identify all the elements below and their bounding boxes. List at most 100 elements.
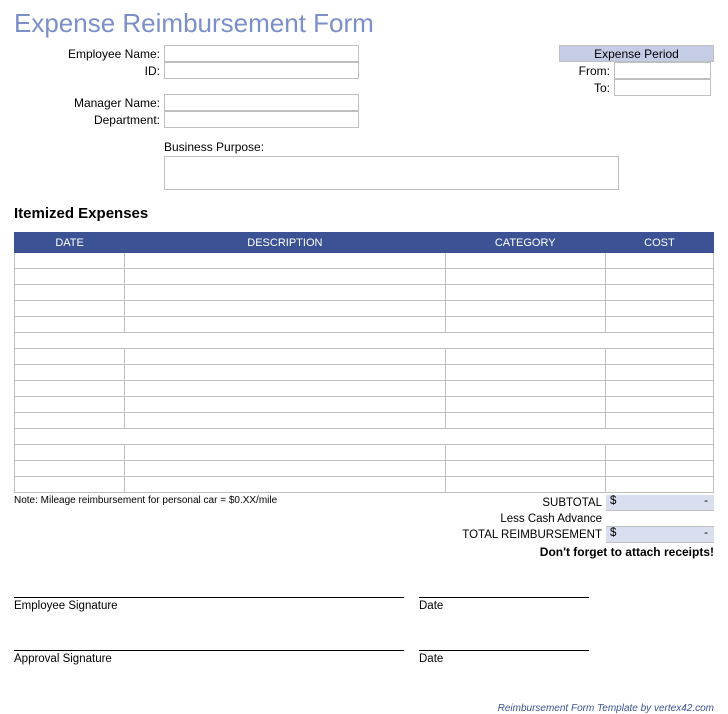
purpose-input[interactable] — [164, 156, 619, 190]
table-cell[interactable] — [605, 269, 713, 285]
table-cell[interactable] — [445, 365, 605, 381]
mileage-note: Note: Mileage reimbursement for personal… — [14, 495, 277, 506]
table-cell[interactable] — [605, 413, 713, 429]
period-from-input[interactable] — [614, 62, 711, 79]
table-cell[interactable] — [125, 317, 445, 333]
table-cell[interactable] — [125, 477, 445, 493]
manager-name-input[interactable] — [164, 94, 359, 111]
table-row[interactable] — [15, 365, 714, 381]
table-cell[interactable] — [15, 397, 125, 413]
col-description: DESCRIPTION — [125, 233, 445, 253]
table-cell[interactable] — [125, 413, 445, 429]
table-cell[interactable] — [605, 445, 713, 461]
table-cell[interactable] — [125, 445, 445, 461]
table-row[interactable] — [15, 413, 714, 429]
table-cell[interactable] — [15, 253, 125, 269]
footer-credit: Reimbursement Form Template by vertex42.… — [14, 703, 714, 714]
employee-date[interactable]: Date — [419, 597, 589, 612]
table-row[interactable] — [15, 349, 714, 365]
table-cell[interactable] — [15, 413, 125, 429]
table-cell[interactable] — [605, 461, 713, 477]
manager-name-label: Manager Name: — [14, 96, 164, 110]
business-purpose: Business Purpose: — [164, 140, 619, 190]
table-cell[interactable] — [445, 301, 605, 317]
approval-signature[interactable]: Approval Signature — [14, 650, 404, 665]
employee-signature[interactable]: Employee Signature — [14, 597, 404, 612]
table-cell[interactable] — [15, 301, 125, 317]
table-cell[interactable] — [15, 461, 125, 477]
table-cell[interactable] — [445, 445, 605, 461]
advance-value[interactable] — [606, 511, 714, 527]
table-cell[interactable] — [125, 461, 445, 477]
table-cell[interactable] — [445, 381, 605, 397]
table-cell[interactable] — [605, 365, 713, 381]
table-cell[interactable] — [605, 285, 713, 301]
employee-name-input[interactable] — [164, 45, 359, 62]
department-label: Department: — [14, 113, 164, 127]
header-section: Employee Name: ID: Manager Name: Departm… — [14, 45, 714, 205]
table-header-row: DATE DESCRIPTION CATEGORY COST — [15, 233, 714, 253]
total-label: TOTAL REIMBURSEMENT — [462, 529, 606, 541]
table-cell[interactable] — [15, 477, 125, 493]
table-cell[interactable] — [125, 381, 445, 397]
table-cell[interactable] — [445, 397, 605, 413]
period-to-input[interactable] — [614, 79, 711, 96]
table-cell[interactable] — [605, 301, 713, 317]
table-row[interactable] — [15, 285, 714, 301]
col-cost: COST — [605, 233, 713, 253]
table-cell[interactable] — [605, 397, 713, 413]
table-cell[interactable] — [445, 413, 605, 429]
col-date: DATE — [15, 233, 125, 253]
table-cell[interactable] — [15, 317, 125, 333]
table-row[interactable] — [15, 381, 714, 397]
itemized-title: Itemized Expenses — [14, 205, 714, 222]
table-row[interactable] — [15, 477, 714, 493]
table-row[interactable] — [15, 253, 714, 269]
table-cell[interactable] — [605, 349, 713, 365]
employee-id-label: ID: — [14, 64, 164, 78]
table-cell[interactable] — [125, 269, 445, 285]
table-cell[interactable] — [445, 317, 605, 333]
table-cell[interactable] — [445, 253, 605, 269]
table-cell[interactable] — [605, 477, 713, 493]
advance-label: Less Cash Advance — [500, 513, 606, 525]
employee-id-input[interactable] — [164, 62, 359, 79]
table-row[interactable] — [15, 269, 714, 285]
table-row[interactable] — [15, 301, 714, 317]
table-cell[interactable] — [125, 253, 445, 269]
table-row[interactable] — [15, 461, 714, 477]
table-cell[interactable] — [15, 285, 125, 301]
receipts-reminder: Don't forget to attach receipts! — [14, 545, 714, 559]
table-cell[interactable] — [605, 317, 713, 333]
total-value: $ - — [606, 527, 714, 543]
table-cell[interactable] — [15, 445, 125, 461]
form-title: Expense Reimbursement Form — [14, 8, 714, 39]
table-cell[interactable] — [125, 285, 445, 301]
approval-date[interactable]: Date — [419, 650, 589, 665]
table-cell[interactable] — [125, 397, 445, 413]
period-to-label: To: — [559, 81, 614, 95]
period-header: Expense Period — [559, 45, 714, 62]
table-cell[interactable] — [15, 381, 125, 397]
table-row[interactable] — [15, 445, 714, 461]
table-cell[interactable] — [445, 461, 605, 477]
table-row[interactable] — [15, 397, 714, 413]
period-fields: Expense Period From: To: — [559, 45, 714, 96]
table-cell[interactable] — [445, 269, 605, 285]
table-cell[interactable] — [15, 269, 125, 285]
table-cell[interactable] — [15, 349, 125, 365]
table-cell[interactable] — [605, 253, 713, 269]
table-cell[interactable] — [445, 349, 605, 365]
table-cell[interactable] — [15, 365, 125, 381]
table-cell[interactable] — [605, 381, 713, 397]
table-cell[interactable] — [445, 285, 605, 301]
table-row[interactable] — [15, 317, 714, 333]
table-cell[interactable] — [125, 301, 445, 317]
table-cell[interactable] — [125, 349, 445, 365]
col-category: CATEGORY — [445, 233, 605, 253]
table-cell[interactable] — [125, 365, 445, 381]
expenses-table: DATE DESCRIPTION CATEGORY COST — [14, 232, 714, 493]
table-cell[interactable] — [445, 477, 605, 493]
purpose-label: Business Purpose: — [164, 140, 619, 154]
department-input[interactable] — [164, 111, 359, 128]
